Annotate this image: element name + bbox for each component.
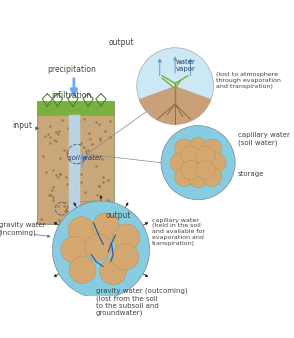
Text: capillary water
(soil water): capillary water (soil water)	[238, 132, 290, 146]
Text: infiltration: infiltration	[51, 91, 91, 99]
Circle shape	[203, 167, 222, 186]
Text: capillary water
(held in the soil
and available for
evaporation and
transpiratio: capillary water (held in the soil and av…	[152, 218, 205, 246]
Text: gravity water (outcoming)
(lost from the soil
to the subsoil and
groundwater): gravity water (outcoming) (lost from the…	[96, 288, 188, 316]
Text: output: output	[109, 38, 134, 47]
Circle shape	[61, 236, 88, 263]
Text: soil water: soil water	[68, 155, 102, 161]
Circle shape	[181, 146, 200, 165]
Circle shape	[112, 243, 139, 270]
Circle shape	[52, 201, 150, 298]
Circle shape	[85, 234, 112, 261]
Text: input: input	[12, 121, 32, 130]
Circle shape	[113, 224, 140, 251]
Text: precipitation: precipitation	[47, 65, 96, 74]
Circle shape	[181, 161, 200, 180]
Circle shape	[100, 258, 126, 285]
Circle shape	[174, 139, 193, 158]
Circle shape	[68, 217, 95, 244]
Circle shape	[92, 213, 119, 240]
Circle shape	[196, 161, 215, 180]
Text: output: output	[106, 211, 131, 220]
Text: (lost to atmosphere
through evaporation
and transpiration): (lost to atmosphere through evaporation …	[216, 72, 281, 90]
Circle shape	[188, 153, 208, 172]
Text: water
vapor: water vapor	[175, 59, 195, 72]
Circle shape	[207, 153, 226, 172]
FancyBboxPatch shape	[37, 101, 114, 224]
Circle shape	[69, 257, 96, 283]
Circle shape	[174, 167, 193, 186]
Text: gravity water
(incoming): gravity water (incoming)	[0, 222, 45, 236]
Circle shape	[170, 153, 189, 172]
Text: storage: storage	[238, 171, 264, 177]
Circle shape	[188, 138, 208, 157]
Circle shape	[203, 139, 222, 158]
Circle shape	[196, 146, 215, 165]
Circle shape	[161, 126, 235, 200]
Circle shape	[188, 169, 208, 188]
Circle shape	[137, 48, 213, 124]
FancyBboxPatch shape	[37, 101, 114, 115]
Wedge shape	[139, 86, 211, 125]
